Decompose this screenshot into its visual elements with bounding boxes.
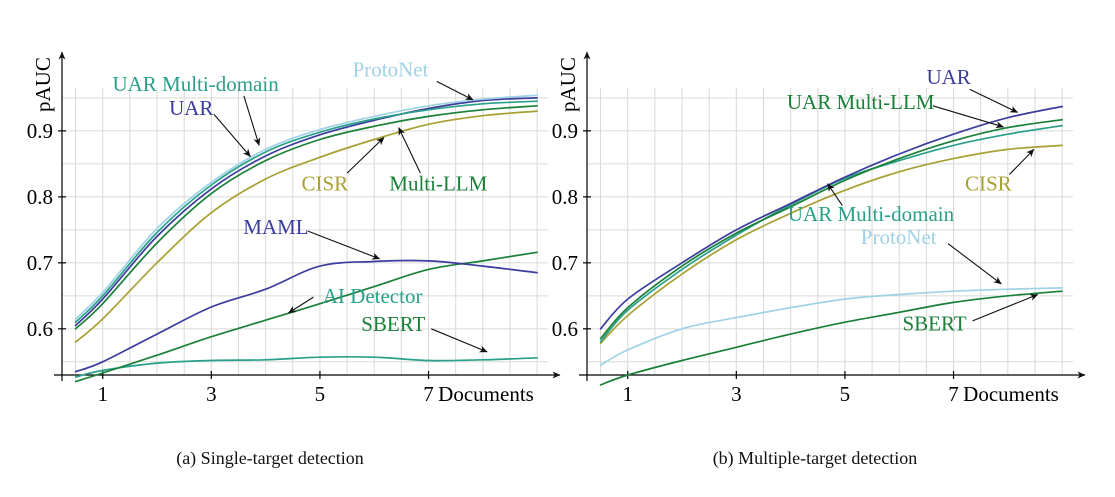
x-tick-label: 3	[206, 382, 217, 406]
annotation-arrow-uar-multi-domain	[827, 183, 843, 206]
x-tick-label: 5	[315, 382, 326, 406]
y-tick-label: 0.9	[552, 119, 578, 143]
annotation-arrow-sbert	[431, 328, 488, 353]
annotation-arrow-cisr	[1009, 148, 1035, 175]
annotation-arrow-uar	[213, 114, 251, 157]
annotation-label-uar: UAR	[169, 96, 213, 120]
x-tick-label: 5	[840, 382, 851, 406]
series-protonet	[599, 287, 1063, 366]
y-tick-label: 0.7	[27, 251, 53, 275]
annotation-arrow-uar	[969, 88, 1019, 113]
series-uar-multi-domain	[599, 124, 1063, 343]
annotation-arrow-maml	[307, 230, 381, 260]
x-tick-label: 1	[622, 382, 633, 406]
y-axis-label: pAUC	[556, 57, 580, 112]
x-axis-label: Documents	[963, 382, 1059, 406]
series-uar-multi-domain	[74, 100, 538, 324]
annotation-arrow-protonet	[436, 80, 474, 101]
annotation-arrow-cisr	[346, 137, 385, 174]
annotation-label-uar-multi-domain: UAR Multi-domain	[788, 202, 955, 226]
series-ai-detector	[74, 355, 538, 378]
series-uar	[599, 105, 1063, 330]
series-cisr	[599, 144, 1063, 345]
y-tick-label: 0.6	[27, 317, 53, 341]
x-tick-label: 7	[423, 382, 434, 406]
annotation-label-ai-detector: AI Detector	[323, 284, 423, 308]
y-tick-label: 0.7	[552, 251, 578, 275]
annotation-arrow-uar-multi-llm	[932, 105, 1004, 129]
annotation-label-uar-multi-domain: UAR Multi-domain	[112, 72, 279, 96]
y-tick-label: 0.8	[552, 185, 578, 209]
annotation-label-uar-multi-llm: UAR Multi-LLM	[787, 90, 935, 114]
series-sbert	[599, 290, 1063, 386]
y-tick-label: 0.9	[27, 119, 53, 143]
chart-single-target-detection: 1 3 5 7 0.6 0.7 0.8 0.9 Documents pAUC UAR Multi-d…	[27, 51, 561, 406]
series-uar	[74, 97, 538, 327]
annotation-arrow-uar-multi-domain	[243, 95, 261, 146]
annotation-label-protonet: ProtoNet	[353, 58, 429, 82]
annotation-arrow-sbert	[972, 293, 1039, 322]
annotation-arrow-multi-llm	[398, 127, 421, 174]
y-axis-label: pAUC	[31, 57, 55, 112]
x-tick-label: 7	[948, 382, 959, 406]
annotation-label-sbert: SBERT	[361, 312, 425, 336]
x-axis-label: Documents	[438, 382, 534, 406]
axes	[54, 51, 561, 381]
x-tick-label: 3	[731, 382, 742, 406]
caption-multiple-target: (b) Multiple-target detection	[712, 448, 918, 468]
annotation-label-multi-llm: Multi-LLM	[389, 172, 487, 196]
annotation-label-maml: MAML	[243, 215, 308, 239]
y-tick-label: 0.6	[552, 317, 578, 341]
axes	[579, 51, 1086, 381]
y-tick-label: 0.8	[27, 185, 53, 209]
annotation-arrow-protonet	[947, 243, 1002, 285]
caption-single-target: (a) Single-target detection	[176, 448, 364, 468]
annotation-label-cisr: CISR	[301, 172, 348, 196]
annotation-label-sbert: SBERT	[902, 312, 966, 336]
series-multi-llm	[74, 104, 538, 330]
series-protonet	[74, 94, 538, 320]
series-cisr	[74, 110, 538, 343]
annotation-label-uar: UAR	[926, 65, 970, 89]
annotation-label-protonet: ProtoNet	[861, 225, 937, 249]
series-maml	[74, 259, 538, 373]
annotation-arrow-ai-detector	[288, 296, 314, 314]
annotation-label-cisr: CISR	[965, 172, 1012, 196]
x-tick-label: 1	[97, 382, 108, 406]
series-uar-multi-llm	[599, 118, 1063, 340]
grid	[587, 88, 1073, 375]
